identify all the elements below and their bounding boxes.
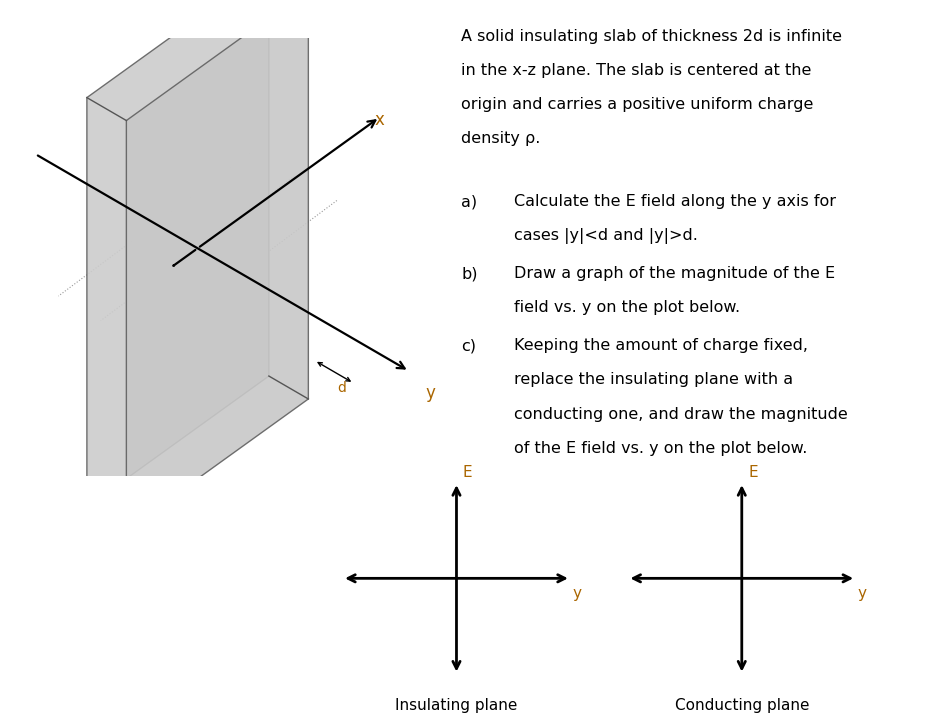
Text: d: d bbox=[338, 381, 346, 396]
Text: y: y bbox=[858, 586, 867, 601]
Text: Insulating plane: Insulating plane bbox=[396, 698, 517, 713]
Text: replace the insulating plane with a: replace the insulating plane with a bbox=[514, 373, 793, 388]
Text: conducting one, and draw the magnitude: conducting one, and draw the magnitude bbox=[514, 407, 847, 422]
Text: a): a) bbox=[461, 194, 477, 209]
Text: b): b) bbox=[461, 266, 477, 281]
Text: of the E field vs. y on the plot below.: of the E field vs. y on the plot below. bbox=[514, 441, 806, 456]
Text: x: x bbox=[375, 111, 384, 129]
Text: E: E bbox=[748, 465, 758, 480]
Text: origin and carries a positive uniform charge: origin and carries a positive uniform ch… bbox=[461, 97, 814, 112]
Text: y: y bbox=[573, 586, 582, 601]
Text: in the x-z plane. The slab is centered at the: in the x-z plane. The slab is centered a… bbox=[461, 63, 811, 78]
Text: y: y bbox=[425, 383, 436, 402]
Text: Conducting plane: Conducting plane bbox=[674, 698, 809, 713]
Text: field vs. y on the plot below.: field vs. y on the plot below. bbox=[514, 301, 740, 316]
Polygon shape bbox=[126, 0, 308, 530]
Text: Draw a graph of the magnitude of the E: Draw a graph of the magnitude of the E bbox=[514, 266, 835, 281]
Text: E: E bbox=[463, 465, 473, 480]
Text: cases |y|<d and |y|>d.: cases |y|<d and |y|>d. bbox=[514, 228, 697, 244]
Text: A solid insulating slab of thickness 2d is infinite: A solid insulating slab of thickness 2d … bbox=[461, 29, 843, 44]
Polygon shape bbox=[87, 0, 269, 507]
Text: Calculate the E field along the y axis for: Calculate the E field along the y axis f… bbox=[514, 194, 836, 209]
Text: Keeping the amount of charge fixed,: Keeping the amount of charge fixed, bbox=[514, 338, 807, 353]
Text: density ρ.: density ρ. bbox=[461, 131, 540, 146]
Text: c): c) bbox=[461, 338, 476, 353]
